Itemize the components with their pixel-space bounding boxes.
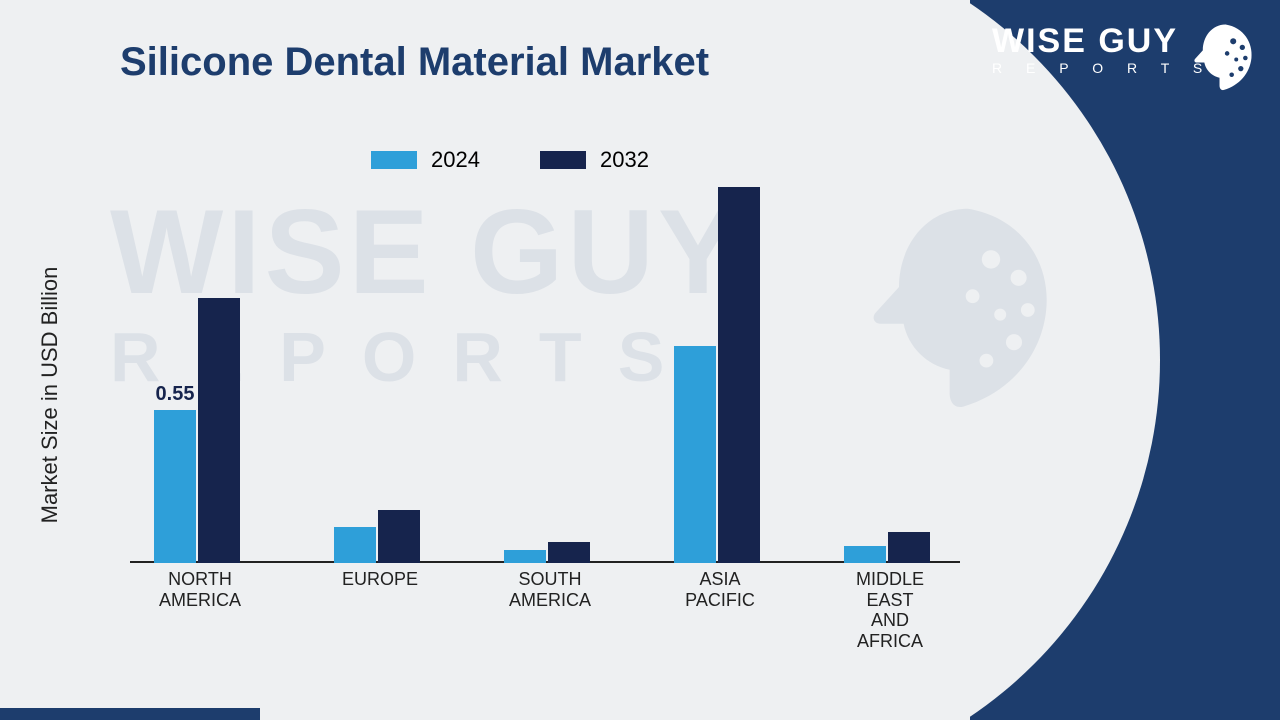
bar-2024 [504,550,546,563]
category-label: EUROPE [310,569,450,590]
chart-title: Silicone Dental Material Market [120,40,709,85]
legend-item-2032: 2032 [540,147,649,173]
legend-item-2024: 2024 [371,147,480,173]
footer-accent-bar [0,708,260,720]
category-label: SOUTHAMERICA [480,569,620,610]
brand-logo: WISE GUY R E P O R T S [992,24,1252,76]
plot: 0.55NORTHAMERICAEUROPESOUTHAMERICAASIAPA… [130,173,960,563]
legend-label-2024: 2024 [431,147,480,173]
bar-2032 [718,187,760,563]
bar-value-label: 0.55 [156,383,195,406]
legend-swatch-2032 [540,151,586,169]
bar-2024 [674,346,716,563]
category-label: NORTHAMERICA [130,569,270,610]
brand-head-icon [1178,20,1258,96]
bar-2032 [198,298,240,563]
bar-2024 [844,546,886,563]
y-axis-label: Market Size in USD Billion [37,267,63,524]
legend: 2024 2032 [60,147,960,173]
bar-2024 [334,527,376,563]
bar-2032 [888,532,930,563]
bar-2032 [378,510,420,563]
legend-label-2032: 2032 [600,147,649,173]
category-label: ASIAPACIFIC [650,569,790,610]
legend-swatch-2024 [371,151,417,169]
chart-area: Market Size in USD Billion 2024 2032 0.5… [60,155,960,635]
canvas: WISE GUY REPORTS WISE GUY R E P O R T S … [0,0,1280,720]
bar-2032 [548,542,590,563]
category-label: MIDDLEEASTANDAFRICA [820,569,960,652]
bar-2024: 0.55 [154,410,196,563]
